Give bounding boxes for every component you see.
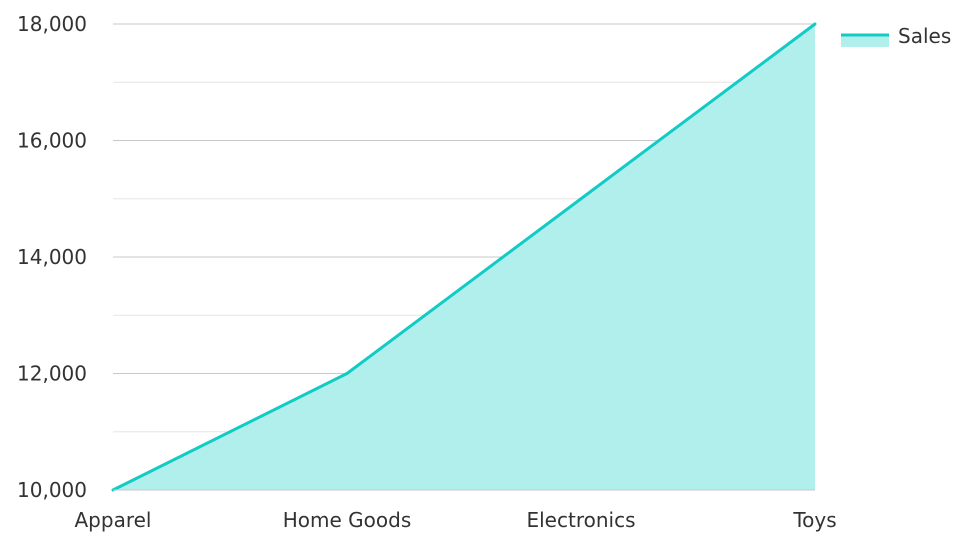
x-tick-label: Electronics — [526, 508, 635, 532]
y-tick-label: 18,000 — [17, 12, 87, 36]
sales-area-fill — [113, 24, 815, 490]
y-tick-label: 14,000 — [17, 245, 87, 269]
sales-data-point — [813, 22, 817, 26]
series-line — [111, 22, 817, 492]
legend: Sales — [841, 24, 951, 48]
legend-swatch-fill — [841, 35, 889, 47]
y-tick-label: 16,000 — [17, 129, 87, 153]
axes: 10,000 12,000 14,000 16,000 18,000 Apparel Hom… — [17, 12, 837, 532]
sales-data-point — [579, 197, 583, 201]
y-tick-label: 10,000 — [17, 478, 87, 502]
sales-data-point — [345, 372, 349, 375]
y-tick-label: 12,000 — [17, 362, 87, 386]
sales-line — [112, 22, 816, 492]
x-tick-label: Toys — [792, 508, 836, 532]
legend-label-sales: Sales — [898, 24, 951, 48]
x-tick-label: Apparel — [75, 508, 152, 532]
x-tick-label: Home Goods — [283, 508, 412, 532]
series-area — [113, 24, 815, 490]
